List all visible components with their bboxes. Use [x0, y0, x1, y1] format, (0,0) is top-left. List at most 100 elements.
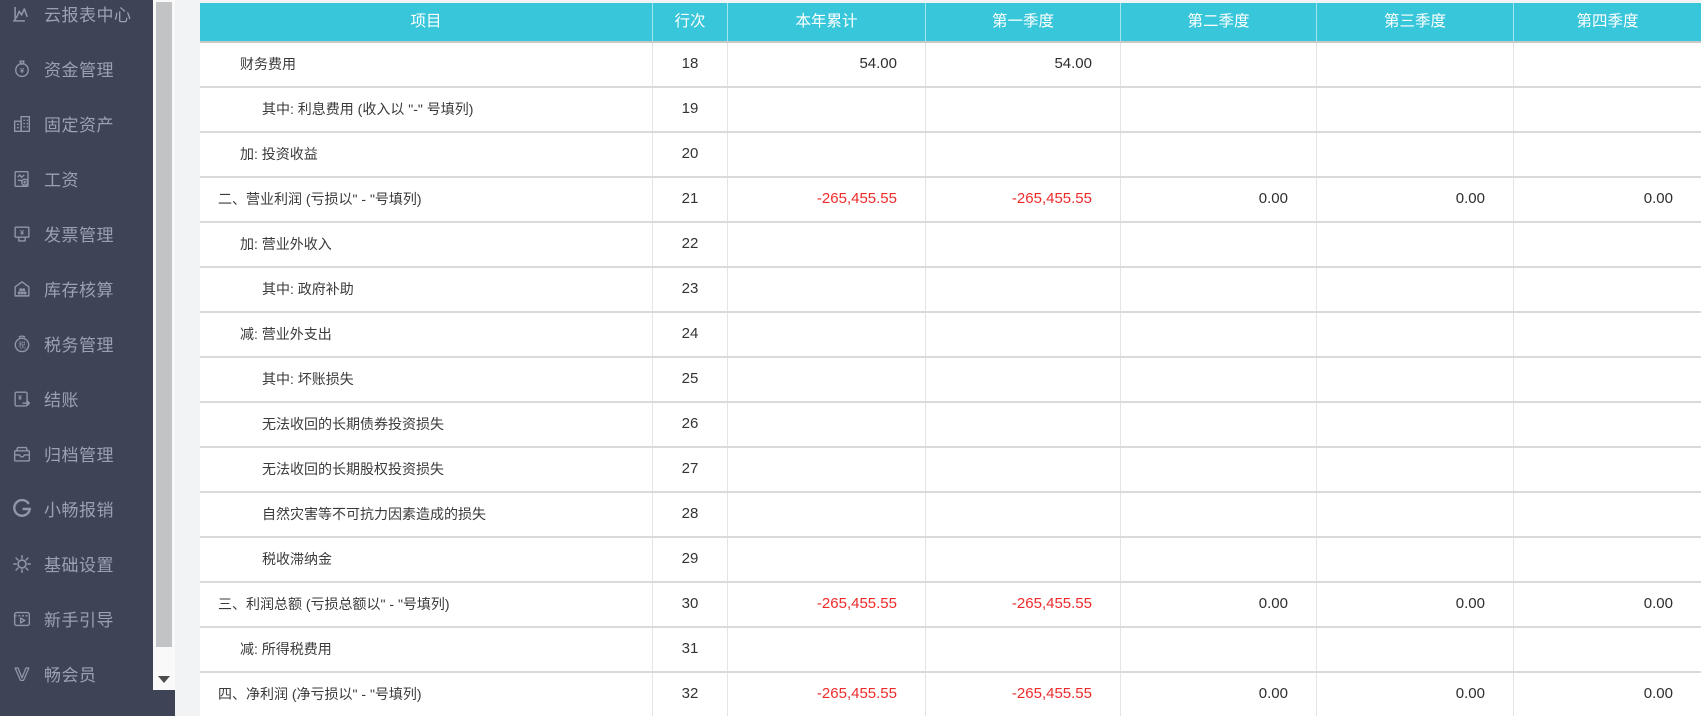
cell-q3: 0.00 [1316, 673, 1513, 716]
cell-ytd [727, 493, 925, 536]
cell-q2 [1120, 313, 1316, 356]
cell-q2 [1120, 133, 1316, 176]
sidebar-item-gear[interactable]: 基础设置 [0, 536, 153, 591]
building-icon [10, 112, 34, 136]
table-row: 减: 所得税费用 31 [200, 628, 1701, 673]
sidebar-item-salary-doc[interactable]: 工资 [0, 151, 153, 206]
column-header-0: 项目 [410, 13, 442, 30]
cell-ytd: -265,455.55 [727, 583, 925, 626]
archive-box-icon [10, 442, 34, 466]
sidebar-item-label: 归档管理 [44, 446, 114, 465]
sidebar-item-closing-book[interactable]: ¥ 结账 [0, 371, 153, 426]
cell-line-no: 25 [652, 358, 727, 401]
cell-q4 [1513, 403, 1701, 446]
sidebar-item-label: 小畅报销 [44, 501, 114, 520]
cell-ytd [727, 133, 925, 176]
invoice-icon: ¥ [10, 222, 34, 246]
cell-item: 财务费用 [240, 56, 296, 72]
xiaochang-logo-icon [10, 497, 34, 521]
table-row: 其中: 利息费用 (收入以 "-" 号填列) 19 [200, 88, 1701, 133]
sidebar-scrollbar-track[interactable] [153, 0, 175, 690]
cell-q2 [1120, 358, 1316, 401]
sidebar-item-label: 库存核算 [44, 281, 114, 300]
svg-text:税: 税 [18, 340, 26, 349]
cell-q3 [1316, 223, 1513, 266]
sidebar-item-label: 资金管理 [44, 61, 114, 80]
sidebar-item-invoice[interactable]: ¥ 发票管理 [0, 206, 153, 261]
sidebar-item-tax-seal[interactable]: 税 税务管理 [0, 316, 153, 371]
sidebar-item-video-guide[interactable]: 新手引导 [0, 591, 153, 646]
cell-q3 [1316, 43, 1513, 86]
cell-q3 [1316, 268, 1513, 311]
table-row: 减: 营业外支出 24 [200, 313, 1701, 358]
svg-text:¥: ¥ [18, 394, 22, 401]
cell-q2 [1120, 223, 1316, 266]
sidebar-item-vip-v[interactable]: 畅会员 [0, 646, 153, 701]
cell-q1 [925, 403, 1120, 446]
cell-q4 [1513, 223, 1701, 266]
cell-item: 其中: 政府补助 [262, 281, 354, 297]
cell-ytd [727, 403, 925, 446]
cell-ytd [727, 538, 925, 581]
cell-q2 [1120, 403, 1316, 446]
table-row: 其中: 坏账损失 25 [200, 358, 1701, 403]
cell-q1 [925, 448, 1120, 491]
cell-q2: 0.00 [1120, 673, 1316, 716]
cell-line-no: 26 [652, 403, 727, 446]
cell-q4 [1513, 493, 1701, 536]
closing-book-icon: ¥ [10, 387, 34, 411]
cell-line-no: 29 [652, 538, 727, 581]
sidebar-item-warehouse[interactable]: 库存核算 [0, 261, 153, 316]
cell-q4 [1513, 448, 1701, 491]
cell-q3 [1316, 448, 1513, 491]
cell-q4 [1513, 268, 1701, 311]
cell-q4: 0.00 [1513, 178, 1701, 221]
sidebar-item-xiaochang-logo[interactable]: 小畅报销 [0, 481, 153, 536]
profit-report-table: 项目 行次 本年累计 第一季度 第二季度 第三季度 第四季度 财务费用 18 54.00 54.0… [200, 3, 1701, 716]
cell-q3: 0.00 [1316, 178, 1513, 221]
cell-q1 [925, 268, 1120, 311]
cell-item: 减: 营业外支出 [240, 326, 332, 342]
money-bag-icon: ¥ [10, 57, 34, 81]
sidebar-item-money-bag[interactable]: ¥ 资金管理 [0, 41, 153, 96]
cell-q1 [925, 628, 1120, 671]
svg-text:¥: ¥ [20, 66, 25, 75]
cell-ytd: 54.00 [727, 43, 925, 86]
scroll-down-button[interactable] [153, 668, 175, 690]
cell-ytd [727, 223, 925, 266]
cell-q3 [1316, 358, 1513, 401]
cell-item: 三、利润总额 (亏损总额以" - "号填列) [218, 596, 450, 612]
cell-q1 [925, 358, 1120, 401]
sidebar-item-building[interactable]: 固定资产 [0, 96, 153, 151]
cell-q1: -265,455.55 [925, 178, 1120, 221]
cell-item: 其中: 坏账损失 [262, 371, 354, 387]
cell-ytd [727, 88, 925, 131]
cell-q3 [1316, 403, 1513, 446]
table-row: 加: 投资收益 20 [200, 133, 1701, 178]
cell-line-no: 32 [652, 673, 727, 716]
cell-item: 加: 营业外收入 [240, 236, 332, 252]
table-row: 其中: 政府补助 23 [200, 268, 1701, 313]
cell-q1 [925, 493, 1120, 536]
cell-line-no: 31 [652, 628, 727, 671]
sidebar-item-line-chart[interactable]: 云报表中心 [0, 0, 153, 41]
cell-item: 其中: 利息费用 (收入以 "-" 号填列) [262, 101, 474, 117]
cell-ytd [727, 268, 925, 311]
sidebar-item-archive-box[interactable]: 归档管理 [0, 426, 153, 481]
cell-line-no: 21 [652, 178, 727, 221]
vip-v-icon [10, 662, 34, 686]
cell-line-no: 20 [652, 133, 727, 176]
cell-q1: -265,455.55 [925, 583, 1120, 626]
cell-ytd [727, 448, 925, 491]
line-chart-icon [10, 2, 34, 26]
salary-doc-icon [10, 167, 34, 191]
cell-line-no: 19 [652, 88, 727, 131]
sidebar-item-label: 结账 [44, 391, 79, 410]
cell-line-no: 23 [652, 268, 727, 311]
table-body: 财务费用 18 54.00 54.00 其中: 利息费用 (收入以 "-" 号填列) 19… [200, 41, 1701, 716]
sidebar-item-label: 税务管理 [44, 336, 114, 355]
sidebar-scrollbar-thumb[interactable] [156, 2, 172, 647]
cell-q4 [1513, 43, 1701, 86]
sidebar-item-label: 新手引导 [44, 611, 114, 630]
sidebar-item-label: 基础设置 [44, 556, 114, 575]
